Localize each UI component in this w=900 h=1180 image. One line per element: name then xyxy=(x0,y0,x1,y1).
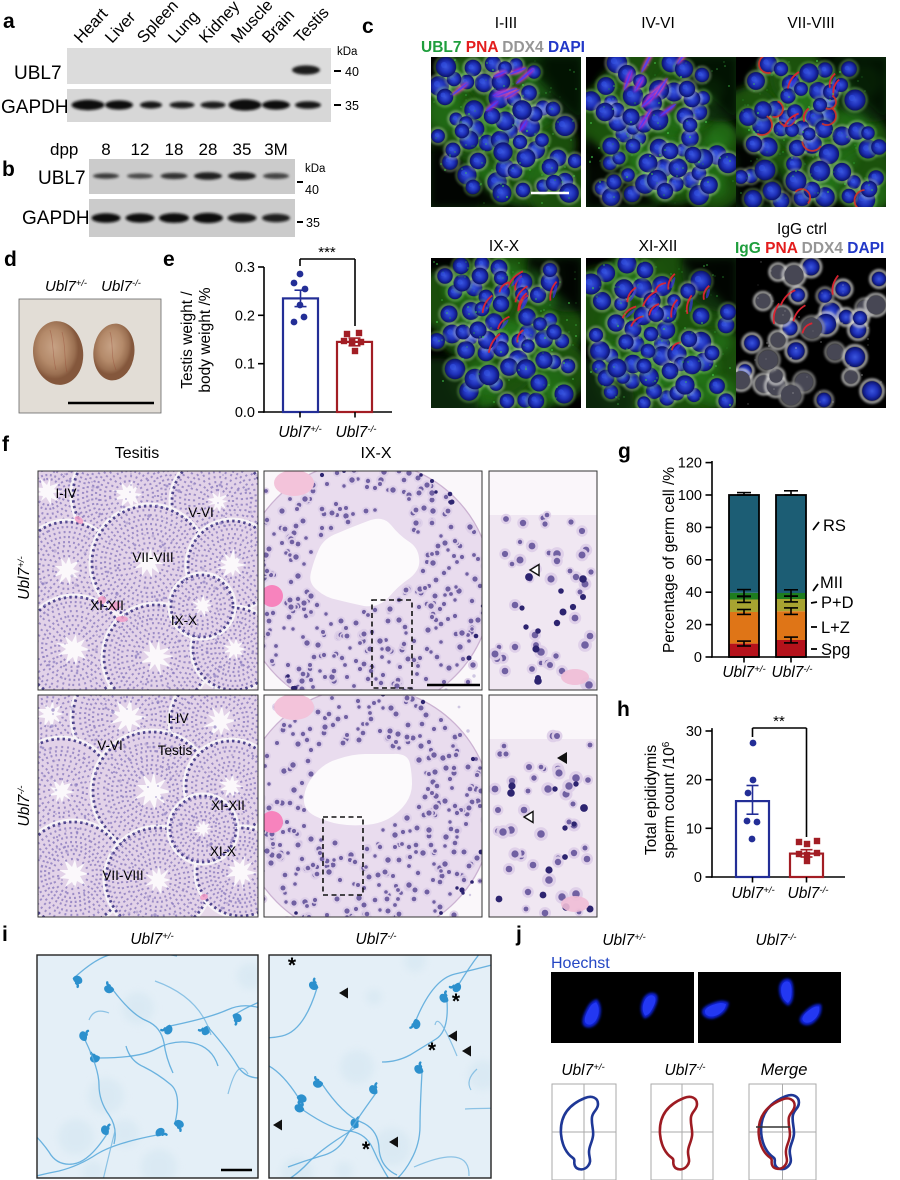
svg-text:h: h xyxy=(617,698,630,721)
svg-text:VII-VIII: VII-VIII xyxy=(102,868,143,883)
svg-text:**: ** xyxy=(773,713,785,730)
svg-text:Total epididymis: Total epididymis xyxy=(643,745,660,856)
svg-text:20: 20 xyxy=(686,618,702,634)
svg-text:RS: RS xyxy=(823,517,846,535)
svg-text:b: b xyxy=(2,158,15,181)
svg-text:28: 28 xyxy=(199,140,218,159)
svg-text:Ubl7-/-: Ubl7-/- xyxy=(16,786,33,827)
svg-text:*: * xyxy=(288,954,297,977)
svg-text:*: * xyxy=(362,1138,371,1161)
svg-text:0: 0 xyxy=(694,870,702,886)
svg-text:GAPDH: GAPDH xyxy=(22,208,90,229)
svg-text:V-VI: V-VI xyxy=(188,505,214,520)
svg-text:MII: MII xyxy=(820,574,843,592)
svg-text:20: 20 xyxy=(686,773,702,789)
svg-text:Testis weight /: Testis weight / xyxy=(179,291,196,389)
svg-text:40: 40 xyxy=(686,585,702,601)
svg-text:3M: 3M xyxy=(264,140,288,159)
svg-text:IV-VI: IV-VI xyxy=(641,15,675,32)
svg-text:*: * xyxy=(428,1039,437,1062)
svg-text:kDa: kDa xyxy=(337,46,358,58)
svg-text:Ubl7-/-: Ubl7-/- xyxy=(356,931,397,948)
svg-text:Ubl7-/-: Ubl7-/- xyxy=(756,932,797,949)
svg-text:XI-XII: XI-XII xyxy=(639,238,678,255)
svg-text:IX-X: IX-X xyxy=(171,613,197,628)
svg-text:40: 40 xyxy=(345,65,359,79)
svg-text:30: 30 xyxy=(686,724,702,740)
svg-text:dpp: dpp xyxy=(50,140,78,159)
svg-text:Merge: Merge xyxy=(761,1061,808,1079)
svg-text:80: 80 xyxy=(686,520,702,536)
svg-text:Ubl7-/-: Ubl7-/- xyxy=(665,1062,706,1079)
svg-text:Percentage of germ cell /%: Percentage of germ cell /% xyxy=(661,467,678,653)
svg-text:body weight /%: body weight /% xyxy=(197,287,214,392)
svg-text:UBL7: UBL7 xyxy=(38,168,86,189)
svg-text:c: c xyxy=(362,15,374,38)
svg-text:***: *** xyxy=(318,244,336,261)
svg-text:e: e xyxy=(163,248,175,271)
svg-text:Testis: Testis xyxy=(158,743,193,758)
svg-text:0.0: 0.0 xyxy=(235,405,255,421)
svg-text:g: g xyxy=(618,440,631,463)
svg-text:I-III: I-III xyxy=(495,15,517,32)
svg-text:*: * xyxy=(452,990,461,1013)
svg-text:Tesitis: Tesitis xyxy=(115,445,159,462)
svg-text:IX-X: IX-X xyxy=(489,238,520,255)
svg-text:Ubl7-/-: Ubl7-/- xyxy=(336,424,377,441)
svg-text:XI-XII: XI-XII xyxy=(90,598,124,613)
svg-text:35: 35 xyxy=(345,99,359,113)
svg-text:IgG PNA DDX4 DAPI: IgG PNA DDX4 DAPI xyxy=(735,240,884,257)
svg-text:Ubl7-/-: Ubl7-/- xyxy=(788,885,829,902)
svg-text:40: 40 xyxy=(305,183,319,197)
svg-text:j: j xyxy=(515,923,522,946)
svg-text:Spg: Spg xyxy=(821,641,850,659)
svg-text:V-VI: V-VI xyxy=(97,738,123,753)
svg-text:0.2: 0.2 xyxy=(235,308,255,324)
svg-text:d: d xyxy=(4,248,17,271)
svg-text:GAPDH: GAPDH xyxy=(1,97,69,118)
svg-text:Ubl7-/-: Ubl7-/- xyxy=(101,278,141,295)
svg-text:120: 120 xyxy=(678,456,702,472)
svg-text:10: 10 xyxy=(686,821,702,837)
svg-text:a: a xyxy=(3,10,15,33)
svg-text:IX-X: IX-X xyxy=(360,445,391,462)
svg-text:UBL7: UBL7 xyxy=(14,63,62,84)
svg-text:I-IV: I-IV xyxy=(167,711,188,726)
svg-text:kDa: kDa xyxy=(305,163,326,175)
svg-text:8: 8 xyxy=(101,140,110,159)
svg-text:12: 12 xyxy=(131,140,150,159)
svg-text:100: 100 xyxy=(678,488,702,504)
svg-text:18: 18 xyxy=(165,140,184,159)
svg-text:f: f xyxy=(2,433,10,456)
svg-text:i: i xyxy=(2,923,8,946)
svg-text:L+Z: L+Z xyxy=(821,619,850,637)
svg-text:XI-XII: XI-XII xyxy=(211,798,245,813)
svg-text:P+D: P+D xyxy=(821,594,854,612)
svg-text:Hoechst: Hoechst xyxy=(551,955,610,972)
svg-text:0.1: 0.1 xyxy=(235,357,255,373)
svg-text:60: 60 xyxy=(686,553,702,569)
svg-text:UBL7 PNA DDX4 DAPI: UBL7 PNA DDX4 DAPI xyxy=(421,39,585,56)
svg-text:VII-VIII: VII-VIII xyxy=(132,550,173,565)
svg-text:IgG ctrl: IgG ctrl xyxy=(777,221,827,238)
svg-text:35: 35 xyxy=(306,216,320,230)
svg-text:XI-X: XI-X xyxy=(210,844,236,859)
svg-text:VII-VIII: VII-VIII xyxy=(787,15,834,32)
svg-text:Ubl7-/-: Ubl7-/- xyxy=(772,664,813,681)
svg-text:35: 35 xyxy=(233,140,252,159)
svg-text:0: 0 xyxy=(694,650,702,666)
svg-text:0.3: 0.3 xyxy=(235,260,255,276)
svg-text:I-IV: I-IV xyxy=(55,486,76,501)
svg-text:sperm count /106: sperm count /106 xyxy=(661,741,678,858)
